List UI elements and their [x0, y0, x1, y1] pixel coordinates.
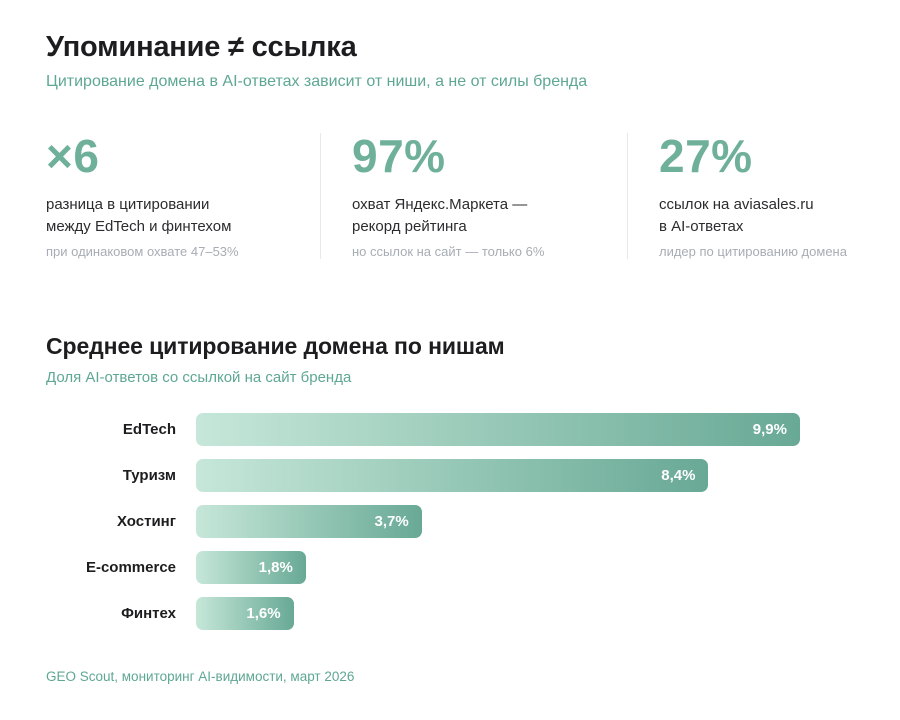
- chart-row: E-commerce 1,8%: [46, 551, 870, 585]
- chart-row: Финтех 1,6%: [46, 597, 870, 631]
- chart-row: EdTech 9,9%: [46, 413, 870, 447]
- stat-value: 97%: [352, 129, 446, 182]
- category-label: EdTech: [122, 421, 176, 439]
- stat-value: 27%: [659, 129, 753, 182]
- bar-value-label: 1,8%: [258, 559, 293, 577]
- category-label: E-commerce: [85, 559, 176, 577]
- bar-track: 9,9%: [196, 413, 800, 447]
- chart-section: Среднее цитирование домена по нишам Доля…: [46, 333, 870, 631]
- stats-row: ×6 разница в цитировании между EdTech и …: [46, 129, 870, 260]
- bar-value-label: 8,4%: [661, 467, 696, 485]
- bar-track: 1,6%: [196, 597, 800, 631]
- chart-subtitle: Доля AI-ответов со ссылкой на сайт бренд…: [46, 369, 352, 387]
- bar: 8,4%: [196, 459, 709, 493]
- category-label: Туризм: [122, 467, 176, 485]
- chart-row: Туризм 8,4%: [46, 459, 870, 493]
- bar: 9,9%: [196, 413, 800, 447]
- chart-row: Хостинг 3,7%: [46, 505, 870, 539]
- stat-description: разница в цитировании между EdTech и фин…: [46, 195, 232, 235]
- stat-yandex-market: 97% охват Яндекс.Маркета — рекорд рейтин…: [320, 129, 627, 260]
- bar-chart: EdTech 9,9% Туризм 8,4% Хостинг 3,7% E-c…: [46, 413, 870, 631]
- bar-track: 8,4%: [196, 459, 800, 493]
- category-label: Хостинг: [117, 513, 176, 531]
- category-label: Финтех: [121, 605, 176, 623]
- page-title: Упоминание ≠ ссылка: [46, 31, 357, 63]
- header: Упоминание ≠ ссылка Цитирование домена в…: [46, 30, 870, 91]
- stat-description: ссылок на aviasales.ru в AI-ответах: [659, 195, 814, 235]
- stat-value: ×6: [46, 129, 100, 182]
- page-subtitle: Цитирование домена в AI-ответах зависит …: [46, 72, 588, 90]
- bar: 1,8%: [196, 551, 306, 585]
- stat-note: но ссылок на сайт — только 6%: [352, 244, 545, 260]
- bar-value-label: 3,7%: [374, 513, 409, 531]
- bar-track: 3,7%: [196, 505, 800, 539]
- bar-value-label: 1,6%: [246, 605, 281, 623]
- bar: 1,6%: [196, 597, 294, 631]
- bar-value-label: 9,9%: [752, 421, 787, 439]
- stat-description: охват Яндекс.Маркета — рекорд рейтинга: [352, 195, 528, 235]
- stat-citation-gap: ×6 разница в цитировании между EdTech и …: [46, 133, 320, 260]
- bar-track: 1,8%: [196, 551, 800, 585]
- bar: 3,7%: [196, 505, 422, 539]
- stat-note: лидер по цитированию домена: [659, 244, 847, 260]
- source-footer: GEO Scout, мониторинг AI-видимости, март…: [46, 669, 355, 685]
- stat-aviasales: 27% ссылок на aviasales.ru в AI-ответах …: [627, 129, 900, 260]
- chart-title: Среднее цитирование домена по нишам: [46, 333, 505, 360]
- stat-note: при одинаковом охвате 47–53%: [46, 244, 239, 260]
